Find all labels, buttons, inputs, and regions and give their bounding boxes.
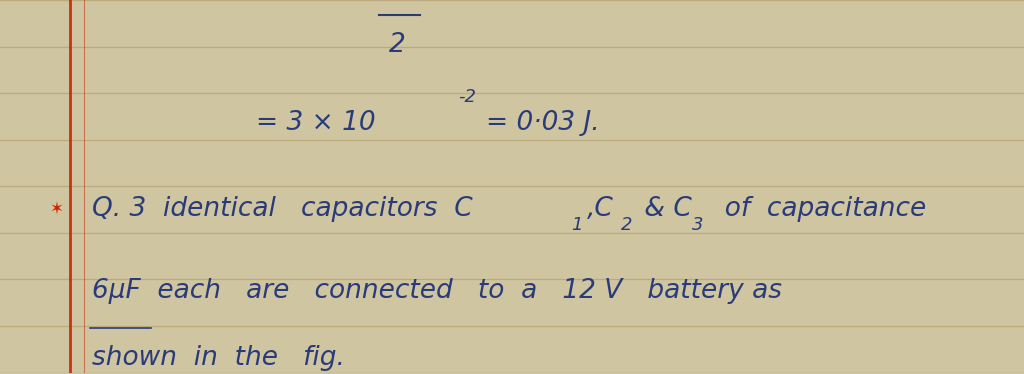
Text: 2: 2	[389, 32, 406, 58]
Text: ✶: ✶	[49, 200, 63, 218]
Text: ,C: ,C	[587, 196, 613, 222]
Text: -2: -2	[458, 88, 476, 106]
Text: 2: 2	[621, 217, 632, 234]
Text: Q. 3  identical   capacitors  C: Q. 3 identical capacitors C	[92, 196, 473, 222]
Text: of  capacitance: of capacitance	[708, 196, 926, 222]
Text: 6μF  each   are   connected   to  a   12 V   battery as: 6μF each are connected to a 12 V battery…	[92, 278, 782, 304]
Text: shown  in  the   fig.: shown in the fig.	[92, 344, 345, 371]
Text: 1: 1	[571, 217, 583, 234]
Text: = 0·03 J.: = 0·03 J.	[486, 110, 600, 136]
Text: 3: 3	[692, 217, 703, 234]
Text: & C: & C	[636, 196, 691, 222]
Text: = 3 × 10: = 3 × 10	[256, 110, 376, 136]
